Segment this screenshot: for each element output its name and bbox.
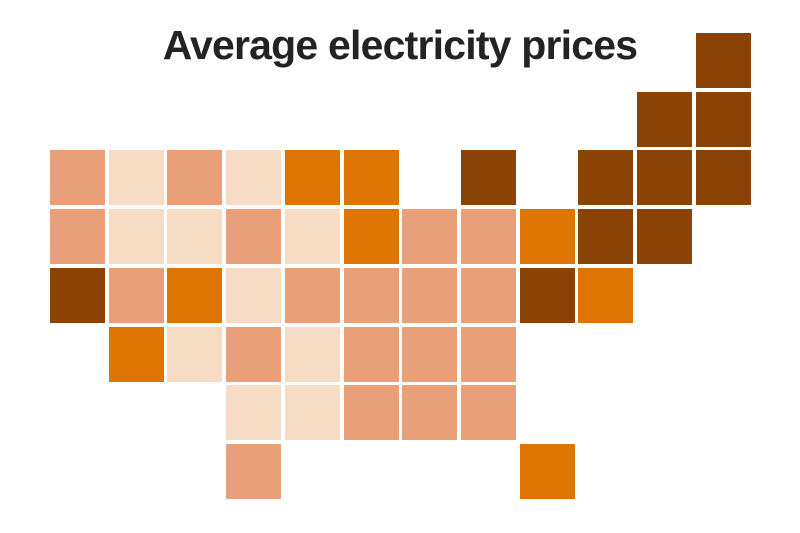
- state-tile-r5c5: [343, 326, 399, 382]
- state-tile-r6c6: [402, 385, 458, 441]
- state-tile-r2c10: [637, 150, 692, 206]
- state-tile-r0c11: [695, 33, 751, 88]
- state-tile-r3c1: [108, 209, 164, 265]
- state-tile-r2c1: [108, 150, 164, 206]
- state-tile-r7c8: [519, 443, 575, 499]
- state-tile-r4c6: [402, 267, 458, 323]
- state-tile-r2c7: [460, 150, 516, 206]
- state-tile-r2c0: [50, 150, 105, 206]
- state-tile-r6c5: [343, 385, 399, 441]
- state-tile-r4c0: [50, 267, 105, 323]
- state-tile-r3c9: [578, 209, 634, 265]
- state-tile-r3c0: [50, 209, 105, 265]
- state-tile-r3c4: [284, 209, 340, 265]
- state-tile-r4c3: [226, 267, 282, 323]
- state-tile-r5c2: [167, 326, 223, 382]
- state-tile-r6c3: [226, 385, 282, 441]
- state-tile-r2c3: [226, 150, 282, 206]
- state-tile-r2c5: [343, 150, 399, 206]
- state-tile-r3c7: [460, 209, 516, 265]
- state-tile-r2c9: [578, 150, 634, 206]
- state-tile-r6c7: [460, 385, 516, 441]
- state-tile-r2c4: [284, 150, 340, 206]
- chart-title: Average electricity prices: [162, 22, 638, 68]
- state-tile-r7c3: [226, 443, 282, 499]
- state-tile-r4c5: [343, 267, 399, 323]
- state-tile-r2c11: [695, 150, 751, 206]
- state-tile-r4c9: [578, 267, 634, 323]
- state-tile-r5c6: [402, 326, 458, 382]
- state-tile-r3c6: [402, 209, 458, 265]
- state-tile-r5c7: [460, 326, 516, 382]
- state-tile-r4c2: [167, 267, 223, 323]
- state-tile-r4c4: [284, 267, 340, 323]
- state-tile-r3c5: [343, 209, 399, 265]
- state-tile-r4c8: [519, 267, 575, 323]
- state-tile-r2c2: [167, 150, 223, 206]
- state-tile-r3c2: [167, 209, 223, 265]
- state-tile-r5c3: [226, 326, 282, 382]
- state-tile-r5c1: [108, 326, 164, 382]
- state-tile-r3c8: [519, 209, 575, 265]
- state-tile-r3c3: [226, 209, 282, 265]
- state-tile-r6c4: [284, 385, 340, 441]
- state-tile-r5c4: [284, 326, 340, 382]
- state-tile-r4c1: [108, 267, 164, 323]
- state-tile-r4c7: [460, 267, 516, 323]
- state-tile-r3c10: [637, 209, 692, 265]
- state-tile-r1c10: [637, 91, 692, 147]
- state-tile-r1c11: [695, 91, 751, 147]
